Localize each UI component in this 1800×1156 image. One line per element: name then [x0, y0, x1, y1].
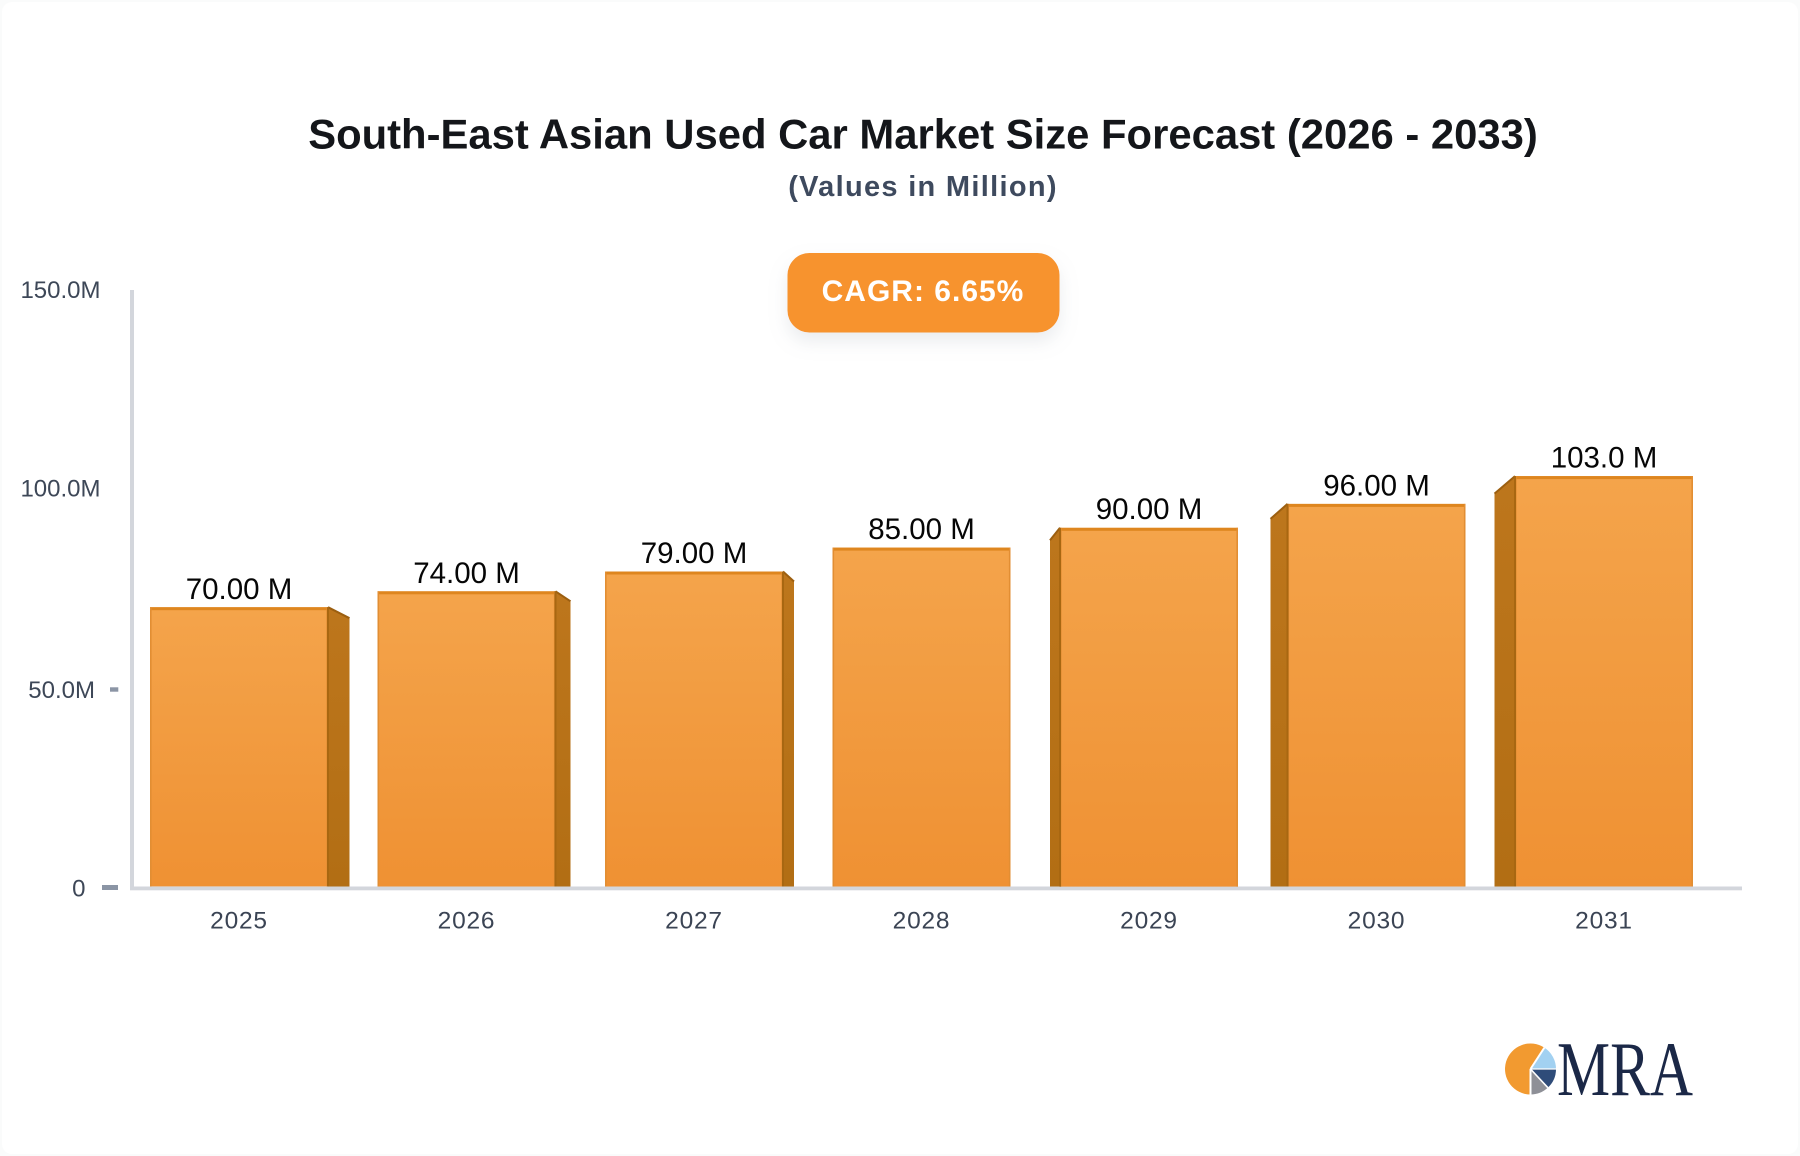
svg-text:MRA: MRA	[1557, 1026, 1693, 1112]
svg-text:2030: 2030	[1348, 908, 1406, 935]
svg-text:CAGR: 6.65%: CAGR: 6.65%	[822, 275, 1025, 308]
svg-text:0: 0	[72, 876, 85, 903]
svg-text:85.00 M: 85.00 M	[868, 513, 975, 546]
svg-text:2029: 2029	[1120, 908, 1178, 935]
svg-text:150.0M: 150.0M	[20, 277, 100, 304]
svg-text:South-East Asian Used Car Mark: South-East Asian Used Car Market Size Fo…	[308, 111, 1538, 158]
svg-text:90.00 M: 90.00 M	[1096, 493, 1203, 526]
svg-text:103.0 M: 103.0 M	[1551, 442, 1658, 475]
svg-text:96.00 M: 96.00 M	[1323, 469, 1430, 502]
svg-text:2025: 2025	[210, 908, 268, 935]
svg-text:50.0M: 50.0M	[28, 677, 95, 704]
svg-text:2031: 2031	[1575, 908, 1633, 935]
svg-text:74.00 M: 74.00 M	[413, 557, 520, 590]
svg-text:79.00 M: 79.00 M	[641, 537, 748, 570]
svg-text:100.0M: 100.0M	[20, 476, 100, 503]
svg-text:2027: 2027	[665, 908, 723, 935]
svg-text:2026: 2026	[438, 908, 496, 935]
svg-text:(Values in Million): (Values in Million)	[788, 171, 1058, 203]
svg-text:70.00 M: 70.00 M	[186, 573, 293, 606]
svg-text:2028: 2028	[893, 908, 951, 935]
